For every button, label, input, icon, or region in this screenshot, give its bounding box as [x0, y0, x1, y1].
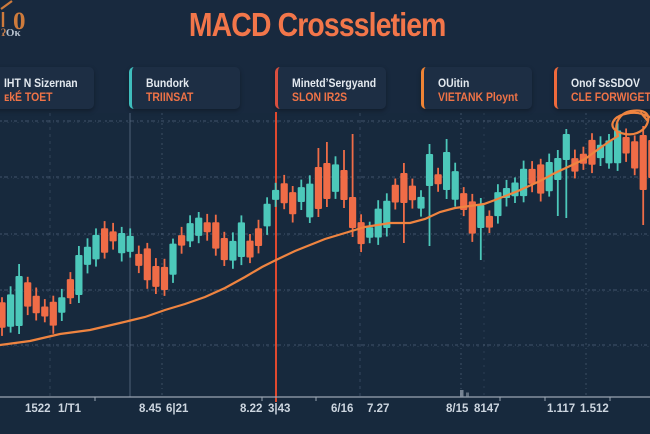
svg-text:0: 0	[13, 8, 26, 35]
svg-text:1/T1: 1/T1	[58, 403, 82, 415]
svg-text:8147: 8147	[474, 403, 500, 415]
svg-text:1.512: 1.512	[580, 403, 609, 415]
svg-text:6|21: 6|21	[166, 403, 189, 415]
svg-text:1.117: 1.117	[547, 403, 575, 415]
svg-text:8/15: 8/15	[446, 403, 469, 415]
svg-text:7.27: 7.27	[367, 403, 389, 415]
svg-text:1522: 1522	[25, 403, 51, 415]
svg-text:6/16: 6/16	[331, 403, 353, 415]
svg-text:8.22: 8.22	[240, 403, 262, 415]
svg-text:3|43: 3|43	[268, 403, 290, 415]
svg-text:8.45: 8.45	[139, 403, 162, 415]
svg-text:ʔOκ: ʔOκ	[1, 27, 21, 39]
